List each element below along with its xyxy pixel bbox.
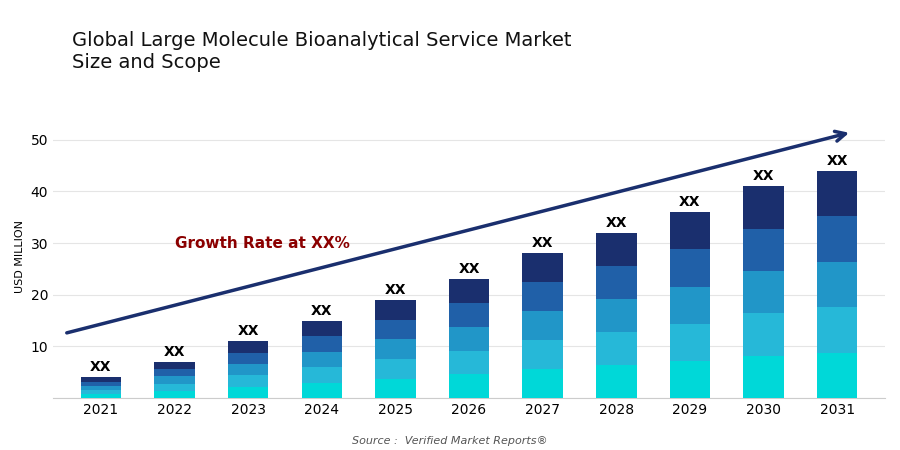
Bar (228, 375, 268, 387)
Bar (302, 321, 342, 336)
Text: XX: XX (90, 360, 112, 374)
Text: XX: XX (238, 324, 259, 338)
Bar (375, 359, 416, 378)
Bar (302, 351, 342, 367)
Text: XX: XX (311, 304, 332, 318)
Bar (743, 229, 784, 271)
Text: Growth Rate at XX%: Growth Rate at XX% (175, 236, 349, 251)
Text: XX: XX (680, 195, 700, 209)
Bar (449, 374, 490, 398)
Bar (302, 382, 342, 398)
Bar (154, 391, 194, 398)
Text: Source :  Verified Market Reports®: Source : Verified Market Reports® (352, 436, 548, 446)
Bar (670, 212, 710, 249)
Bar (743, 186, 784, 229)
Bar (81, 390, 122, 394)
Text: XX: XX (164, 345, 185, 359)
Bar (817, 353, 858, 398)
Text: XX: XX (752, 169, 774, 183)
Bar (596, 299, 636, 332)
Text: XX: XX (606, 216, 627, 230)
Bar (743, 356, 784, 398)
Bar (449, 327, 490, 351)
Bar (817, 307, 858, 353)
Bar (670, 361, 710, 398)
Bar (154, 369, 194, 377)
Bar (817, 262, 858, 307)
Y-axis label: USD MILLION: USD MILLION (15, 220, 25, 292)
Bar (228, 364, 268, 375)
Bar (817, 171, 858, 216)
Text: XX: XX (384, 283, 406, 297)
Bar (228, 387, 268, 398)
Bar (743, 271, 784, 313)
Bar (228, 341, 268, 353)
Bar (522, 340, 562, 369)
Bar (522, 369, 562, 398)
Bar (302, 336, 342, 351)
Bar (522, 311, 562, 340)
Text: Global Large Molecule Bioanalytical Service Market
Size and Scope: Global Large Molecule Bioanalytical Serv… (72, 32, 572, 72)
Bar (449, 279, 490, 303)
Bar (228, 353, 268, 364)
Bar (522, 283, 562, 311)
Bar (375, 339, 416, 359)
Bar (375, 378, 416, 398)
Bar (596, 266, 636, 299)
Bar (375, 300, 416, 320)
Bar (449, 351, 490, 374)
Bar (154, 362, 194, 369)
Bar (449, 303, 490, 327)
Bar (596, 332, 636, 365)
Bar (375, 320, 416, 339)
Bar (596, 365, 636, 398)
Bar (154, 384, 194, 391)
Bar (81, 386, 122, 390)
Bar (670, 287, 710, 324)
Bar (81, 378, 122, 382)
Text: XX: XX (826, 154, 848, 168)
Text: XX: XX (532, 236, 554, 250)
Bar (154, 377, 194, 384)
Bar (817, 216, 858, 262)
Bar (302, 367, 342, 382)
Bar (670, 249, 710, 287)
Bar (81, 382, 122, 386)
Text: XX: XX (458, 262, 480, 276)
Bar (522, 253, 562, 283)
Bar (670, 324, 710, 361)
Bar (743, 313, 784, 356)
Bar (596, 233, 636, 266)
Bar (81, 394, 122, 398)
